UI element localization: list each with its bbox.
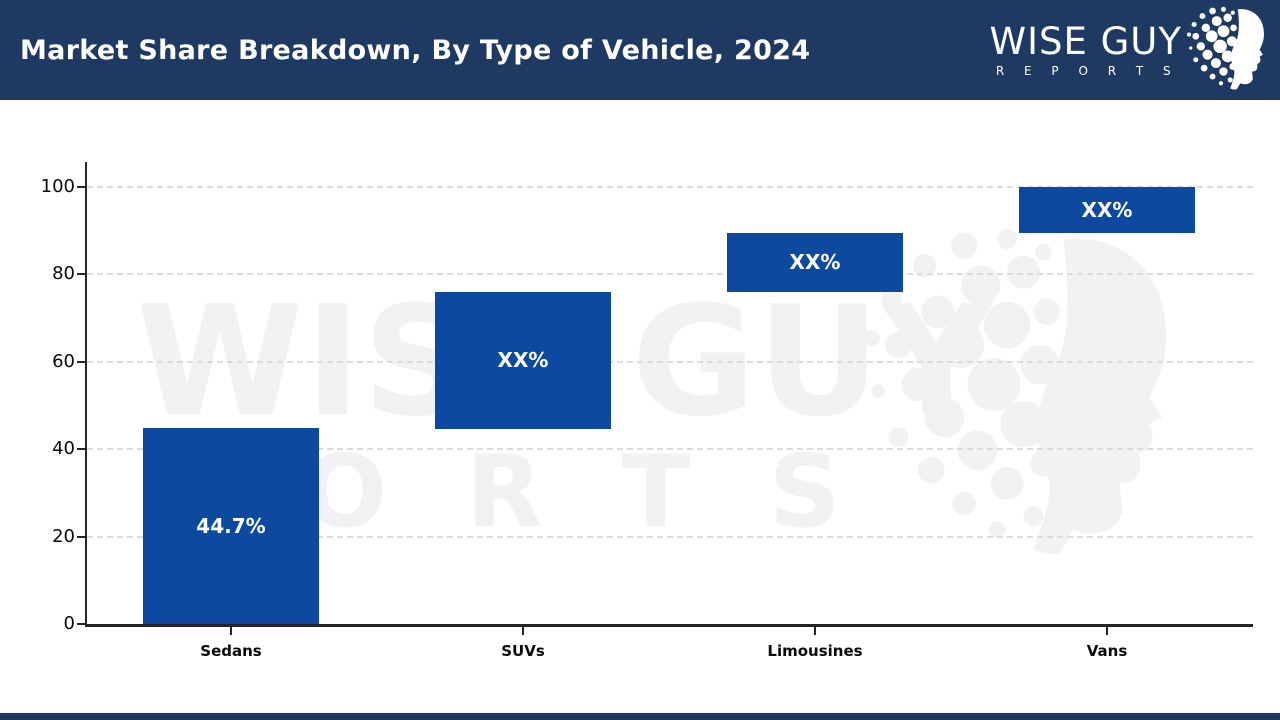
- x-category-label: Limousines: [767, 642, 863, 660]
- bar-vans: XX%: [1019, 187, 1195, 234]
- x-tick-mark: [522, 627, 524, 635]
- y-tick-mark: [77, 535, 85, 538]
- logo-wordmark: WISE GUY R E P O R T S: [990, 23, 1182, 77]
- wise-guy-logo: WISE GUY R E P O R T S: [990, 6, 1268, 94]
- gridline: [87, 535, 1253, 538]
- logo-head-icon: [1182, 6, 1268, 94]
- plot: 0 20 40 60 80 100 44.7% Sedans XX% SUVs XX% Limousi…: [0, 100, 1280, 713]
- x-category-label: Sedans: [200, 642, 262, 660]
- x-tick-mark: [1106, 627, 1108, 635]
- x-category-label: SUVs: [501, 642, 545, 660]
- bar-value-label: 44.7%: [196, 514, 266, 539]
- gridline: [87, 185, 1253, 188]
- y-tick-label: 100: [40, 175, 75, 197]
- bar-sedans: 44.7%: [143, 428, 319, 624]
- gridline: [87, 448, 1253, 450]
- logo-reports-text: R E P O R T S: [995, 64, 1179, 78]
- x-category-label: Vans: [1086, 642, 1128, 660]
- gridline: [87, 273, 1253, 275]
- header: Market Share Breakdown, By Type of Vehic…: [0, 0, 1280, 100]
- y-tick-label: 60: [52, 350, 75, 372]
- chart-title: Market Share Breakdown, By Type of Vehic…: [20, 34, 811, 66]
- chart-area: WISE GUY P O R T S 0 20 40 60 80 100 44.7% Seda…: [0, 100, 1280, 713]
- logo-wordmark-text: WISE GUY: [989, 20, 1182, 63]
- bar-value-label: XX%: [1081, 198, 1133, 223]
- x-tick-mark: [230, 627, 232, 635]
- bar-value-label: XX%: [789, 250, 841, 275]
- y-axis-spine: [85, 162, 87, 626]
- y-tick-mark: [77, 448, 85, 450]
- y-tick-mark: [77, 623, 85, 625]
- footer-bar: [0, 713, 1280, 720]
- bar-value-label: XX%: [497, 348, 549, 373]
- y-tick-label: 0: [63, 613, 75, 634]
- bar-suvs: XX%: [435, 291, 611, 430]
- y-tick-label: 40: [52, 438, 75, 459]
- gridline: [87, 360, 1253, 363]
- y-tick-label: 20: [52, 525, 75, 547]
- bar-limousines: XX%: [727, 233, 903, 292]
- x-axis-spine: [85, 624, 1253, 627]
- y-tick-mark: [77, 273, 85, 275]
- y-tick-label: 80: [52, 263, 75, 284]
- x-tick-mark: [814, 627, 816, 635]
- y-tick-mark: [77, 185, 85, 188]
- y-tick-mark: [77, 360, 85, 363]
